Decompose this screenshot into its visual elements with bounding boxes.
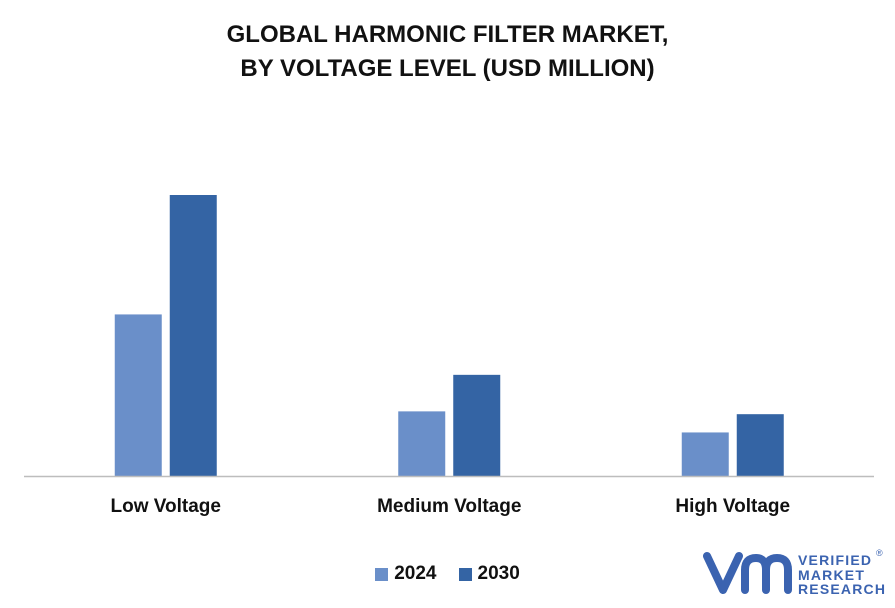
bar-medium-voltage-2030 bbox=[453, 374, 501, 476]
vmr-logo-icon bbox=[703, 552, 792, 594]
company-logo: VERIFIED MARKET RESEARCH ® bbox=[703, 548, 889, 600]
chart-title-line2: BY VOLTAGE LEVEL (USD MILLION) bbox=[240, 55, 655, 82]
legend-swatch-2030 bbox=[458, 567, 472, 581]
bar-low-voltage-2030 bbox=[169, 195, 217, 476]
logo-wordmark: VERIFIED MARKET RESEARCH bbox=[798, 553, 886, 597]
legend-swatch-2024 bbox=[375, 567, 389, 581]
logo-line3: RESEARCH bbox=[798, 581, 887, 597]
legend-item-2024: 2024 bbox=[375, 563, 437, 585]
category-label-medium-voltage: Medium Voltage bbox=[377, 496, 521, 517]
legend: 2024 2030 bbox=[0, 563, 895, 585]
bar-medium-voltage-2024 bbox=[398, 411, 446, 476]
logo-line2: MARKET bbox=[798, 566, 866, 583]
category-label-low-voltage: Low Voltage bbox=[111, 496, 221, 517]
bar-high-voltage-2024 bbox=[681, 432, 729, 476]
chart-title-line1: GLOBAL HARMONIC FILTER MARKET, bbox=[226, 21, 669, 48]
legend-label-2024: 2024 bbox=[394, 563, 437, 584]
category-label-high-voltage: High Voltage bbox=[675, 496, 790, 517]
legend-item-2030: 2030 bbox=[458, 563, 520, 585]
legend-label-2030: 2030 bbox=[477, 563, 520, 584]
logo-line1: VERIFIED bbox=[798, 552, 873, 568]
bar-high-voltage-2030 bbox=[736, 414, 784, 476]
chart-title: GLOBAL HARMONIC FILTER MARKET, BY VOLTAG… bbox=[0, 18, 895, 86]
registered-mark: ® bbox=[876, 548, 883, 558]
bar-low-voltage-2024 bbox=[114, 314, 162, 476]
